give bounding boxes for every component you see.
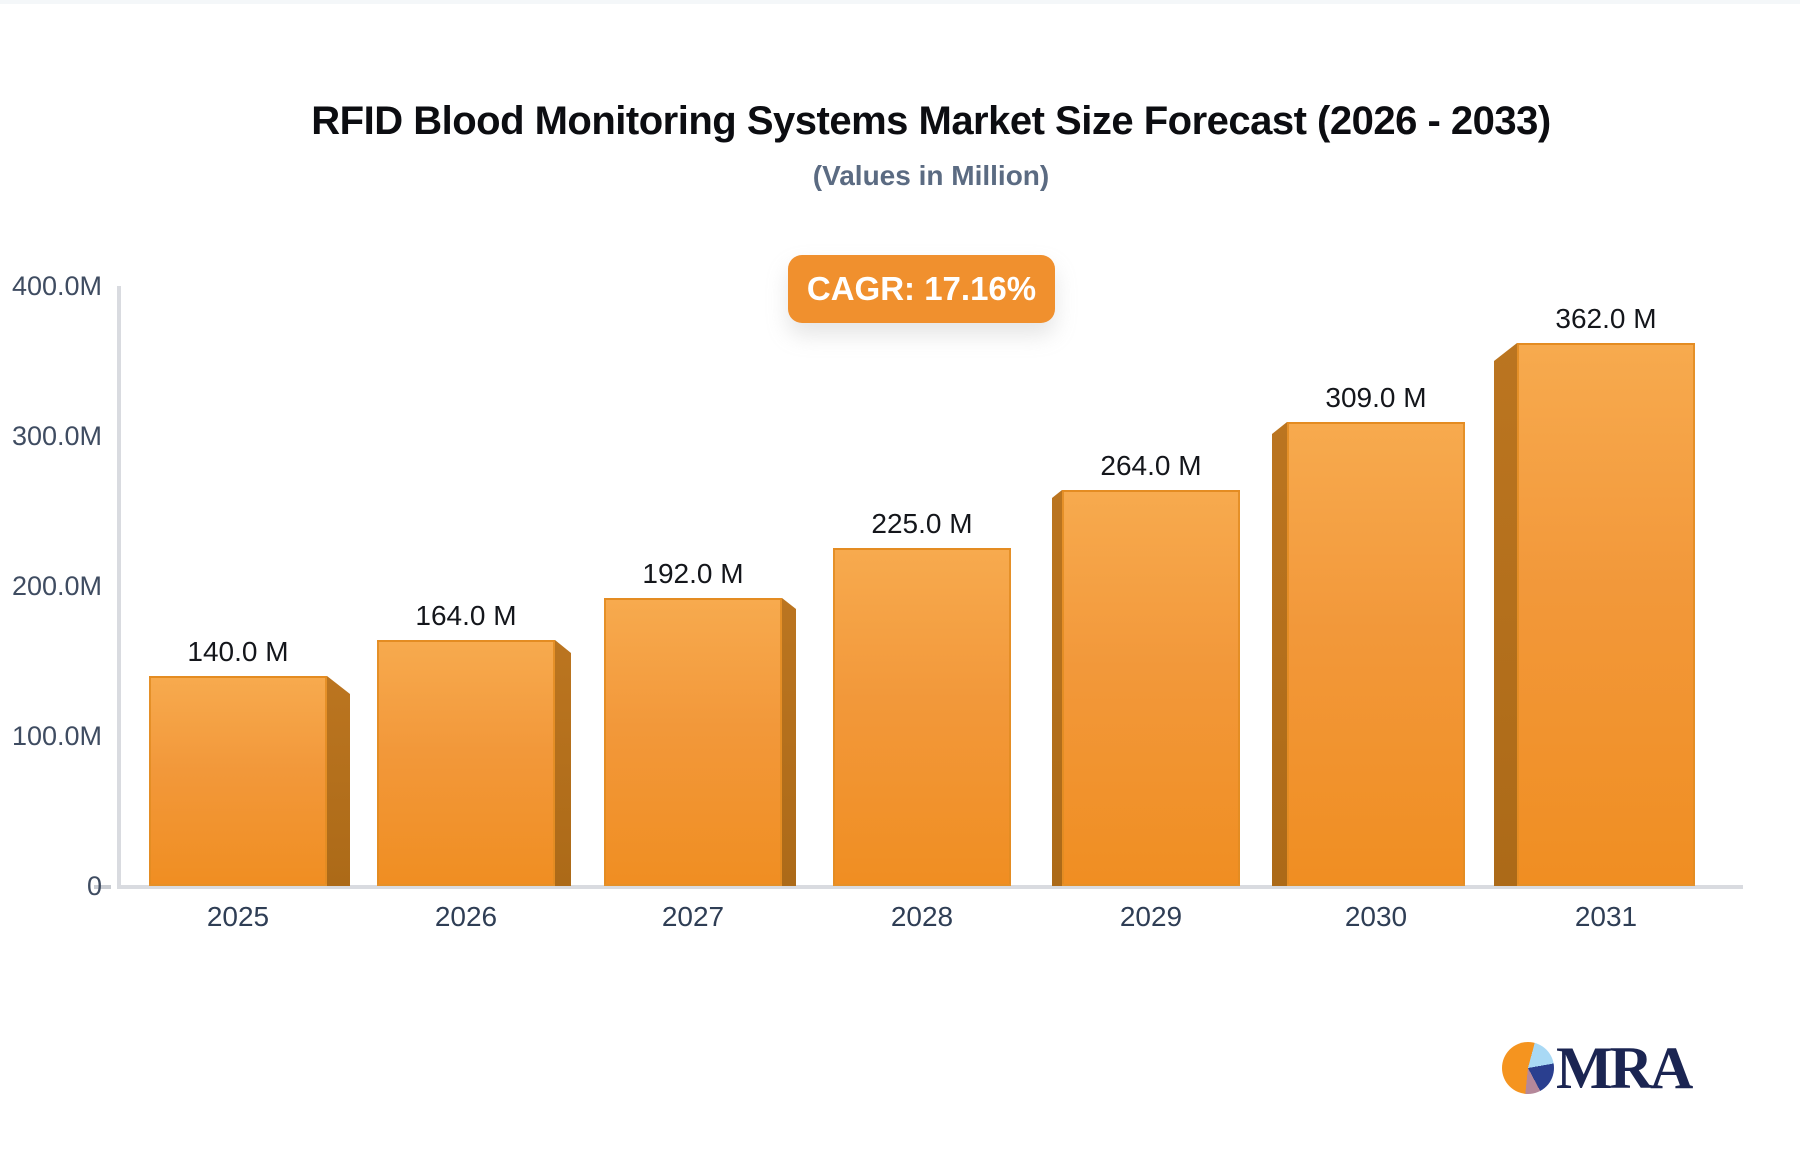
x-tick-label-2025: 2025 (206, 901, 270, 932)
bar-2028[interactable] (833, 548, 1011, 886)
chart-subtitle: (Values in Million) (812, 160, 1050, 191)
bar-side-face-2030 (1272, 422, 1287, 886)
logo-text: MRA (1556, 1035, 1693, 1101)
bar-2030[interactable] (1287, 422, 1465, 886)
y-tick-label-100.0M: 100.0M (11, 721, 102, 751)
top-edge-divider (0, 0, 1800, 4)
bar-side-face-2031 (1494, 343, 1517, 886)
x-tick-label-2029: 2029 (1119, 901, 1183, 932)
y-tick-label-300.0M: 300.0M (11, 421, 102, 451)
bar-2031[interactable] (1517, 343, 1695, 886)
y-tick-label-200.0M: 200.0M (11, 571, 102, 601)
bar-side-face-2027 (782, 598, 796, 886)
cagr-badge: CAGR: 17.16% (788, 255, 1055, 323)
bar-value-label-2029: 264.0 M (1100, 450, 1202, 481)
bar-side-face-2025 (327, 676, 350, 886)
cagr-badge-label: CAGR: 17.16% (806, 270, 1037, 307)
bar-value-label-2025: 140.0 M (187, 636, 289, 667)
bar-value-label-2031: 362.0 M (1555, 303, 1657, 334)
x-tick-label-2028: 2028 (890, 901, 954, 932)
bar-value-label-2030: 309.0 M (1325, 382, 1427, 413)
x-axis-line (117, 885, 1743, 889)
bar-value-label-2028: 225.0 M (871, 508, 973, 539)
bar-2026[interactable] (377, 640, 555, 886)
y-tick-label-400.0M: 400.0M (11, 271, 102, 301)
x-tick-label-2027: 2027 (661, 901, 725, 932)
y-axis-line (117, 286, 121, 886)
bar-value-label-2027: 192.0 M (642, 558, 744, 589)
x-tick-label-2031: 2031 (1574, 901, 1638, 932)
bar-2029[interactable] (1062, 490, 1240, 886)
chart-title: RFID Blood Monitoring Systems Market Siz… (311, 99, 1551, 143)
mra-logo: MRA (1502, 1032, 1693, 1104)
pie-chart-logo-icon (1502, 1042, 1554, 1094)
zero-tick-mark (94, 885, 111, 889)
bar-value-label-2026: 164.0 M (415, 600, 517, 631)
y-tick-label-0: 0 (86, 871, 102, 901)
x-tick-label-2030: 2030 (1344, 901, 1408, 932)
bar-side-face-2026 (555, 640, 571, 886)
x-tick-label-2026: 2026 (434, 901, 498, 932)
bar-2027[interactable] (604, 598, 782, 886)
bar-side-face-2029 (1052, 490, 1062, 886)
bar-2025[interactable] (149, 676, 327, 886)
